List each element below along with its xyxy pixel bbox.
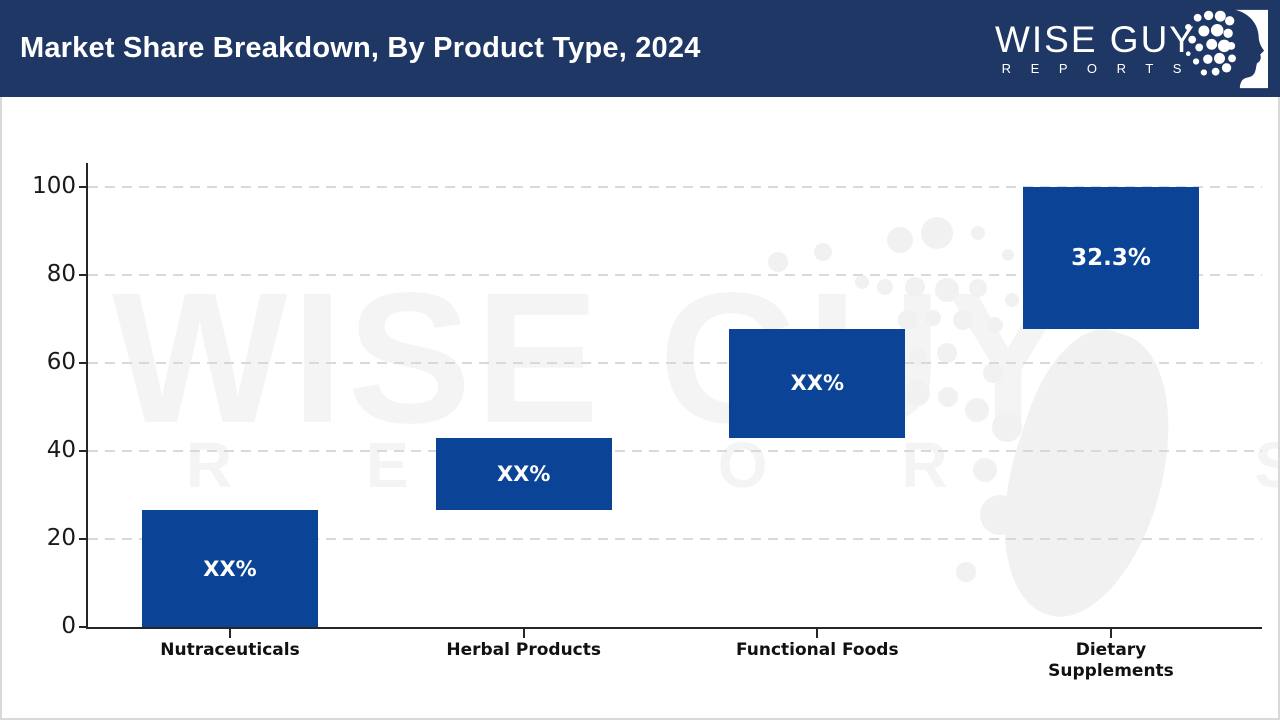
bar-value-label: XX% xyxy=(496,462,551,487)
x-axis-tick-mark xyxy=(816,629,819,638)
y-axis-tick-label: 20 xyxy=(46,525,76,551)
watermark-dot xyxy=(937,343,957,363)
watermark-dot xyxy=(768,252,788,272)
y-axis-tick-mark xyxy=(79,274,88,276)
watermark-dot xyxy=(987,317,1003,333)
page-title: Market Share Breakdown, By Product Type,… xyxy=(20,32,701,64)
x-axis-tick-mark xyxy=(1110,629,1112,638)
header: Market Share Breakdown, By Product Type,… xyxy=(0,0,1280,97)
x-axis-tick-mark xyxy=(229,629,231,638)
x-axis-tick-mark xyxy=(522,629,525,638)
watermark-dot xyxy=(973,458,997,482)
gridline-60 xyxy=(88,362,1262,364)
y-axis-tick-mark xyxy=(79,450,88,452)
bar-functional-foods xyxy=(729,329,906,438)
watermark-dot xyxy=(877,279,893,295)
watermark-dot xyxy=(953,310,973,330)
y-axis-tick-mark xyxy=(79,626,88,628)
watermark-dot xyxy=(965,398,989,422)
y-axis-line xyxy=(86,163,88,629)
bar-nutraceuticals xyxy=(142,510,318,627)
watermark-dot xyxy=(992,412,1022,442)
watermark-dot xyxy=(855,275,869,289)
wise-guy-logo: WISE GUY R E P O R T S xyxy=(995,4,1268,94)
gridline-20 xyxy=(88,538,1262,540)
y-axis-tick-label: 80 xyxy=(46,261,76,287)
watermark-dot xyxy=(814,243,832,261)
watermark-dot xyxy=(898,310,918,330)
bar-dietary-supplements xyxy=(1023,187,1199,330)
bar-herbal-products xyxy=(435,437,612,511)
y-axis-tick-label: 60 xyxy=(46,349,76,375)
bar-value-label: 32.3% xyxy=(1071,245,1151,272)
gridline-80 xyxy=(88,274,1262,276)
category-label-nutraceuticals: Nutraceuticals xyxy=(160,640,300,660)
watermark-dot xyxy=(909,348,927,366)
y-axis-tick-label: 0 xyxy=(61,613,76,639)
y-axis-tick-label: 40 xyxy=(46,437,76,463)
category-label-herbal-products: Herbal Products xyxy=(446,640,602,660)
category-label-functional-foods: Functional Foods xyxy=(736,640,899,660)
gridline-100 xyxy=(88,186,1262,188)
y-axis-tick-label: 100 xyxy=(32,173,76,199)
watermark-dot xyxy=(921,217,953,249)
y-axis-tick-mark xyxy=(79,186,88,188)
watermark-dot xyxy=(887,227,913,253)
watermark-dot xyxy=(983,363,1003,383)
watermark-dot xyxy=(1005,293,1019,307)
gridline-40 xyxy=(88,450,1262,452)
category-label-dietary-supplements: Dietary Supplements xyxy=(1048,640,1174,681)
watermark-dot xyxy=(904,380,930,406)
watermark-dot xyxy=(905,277,925,297)
logo-text: WISE GUY R E P O R T S xyxy=(994,19,1196,77)
watermark-dot xyxy=(938,387,958,407)
logo-subtitle: R E P O R T S xyxy=(1001,61,1190,76)
right-border xyxy=(1278,97,1280,720)
watermark-dot xyxy=(1002,249,1014,261)
y-axis-tick-mark xyxy=(79,362,88,364)
logo-wordmark: WISE GUY xyxy=(994,19,1196,60)
watermark-dot xyxy=(935,278,959,302)
watermark-dot xyxy=(971,226,985,240)
y-axis-tick-mark xyxy=(79,538,88,540)
x-axis-line xyxy=(86,627,1262,629)
watermark-dot xyxy=(969,279,987,297)
bar-value-label: XX% xyxy=(203,556,257,581)
bar-value-label: XX% xyxy=(790,371,845,396)
watermark-dot xyxy=(925,310,941,326)
watermark-dot xyxy=(956,562,976,582)
bottom-border xyxy=(0,718,1280,720)
logo-face-icon xyxy=(1185,9,1268,88)
left-border xyxy=(0,97,2,720)
